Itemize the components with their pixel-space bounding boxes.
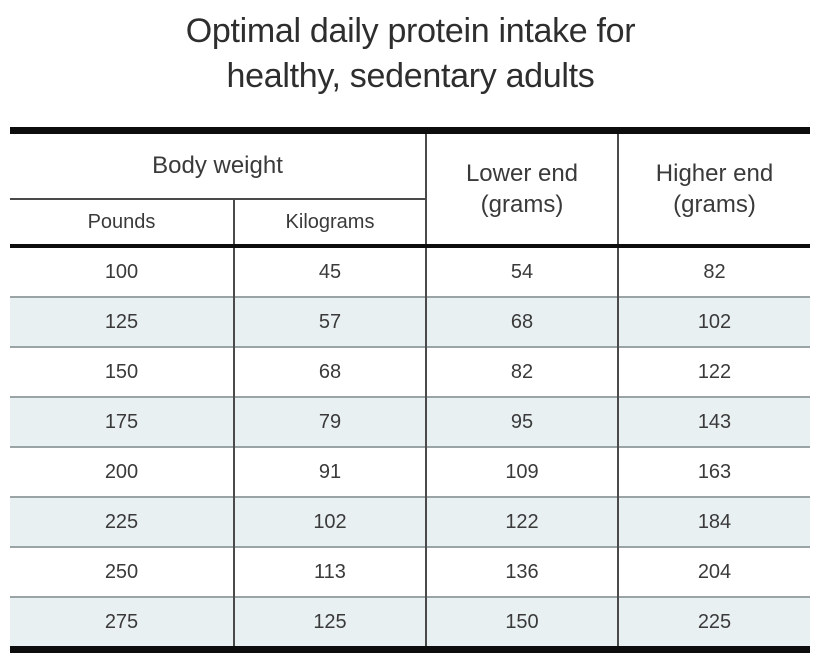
header-units-row: Pounds Kilograms <box>10 199 810 246</box>
cell-higher-end: 163 <box>617 446 810 497</box>
table-container: Body weight Lower end (grams) Higher end… <box>10 127 811 653</box>
cell-kilograms: 45 <box>233 246 426 297</box>
table-row: 125 57 68 102 <box>10 296 810 347</box>
table-row: 150 68 82 122 <box>10 346 810 397</box>
cell-pounds: 150 <box>10 346 234 397</box>
cell-pounds: 100 <box>104 260 139 283</box>
cell-higher-end: 204 <box>617 546 810 597</box>
cell-lower-end: 150 <box>425 596 618 650</box>
cell-higher-end: 184 <box>617 496 810 547</box>
cell-kilograms: 68 <box>233 346 426 397</box>
cell-kilograms: 57 <box>233 296 426 347</box>
cell-pounds: 225 <box>10 496 234 547</box>
cell-higher-end: 82 <box>617 246 810 297</box>
table-row: 225 102 122 184 <box>10 496 810 547</box>
header-group-row: Body weight Lower end (grams) Higher end… <box>10 130 810 246</box>
cell-kilograms: 125 <box>233 596 426 650</box>
cell-lower-end: 82 <box>425 346 618 397</box>
table-header: Body weight Lower end (grams) Higher end… <box>10 130 810 246</box>
cell-pounds: 275 <box>10 596 234 650</box>
cell-kilograms: 113 <box>233 546 426 597</box>
table-row: 200 91 109 163 <box>10 446 810 497</box>
cell-lower-end: 95 <box>425 396 618 447</box>
cell-lower-end: 68 <box>425 296 618 347</box>
header-kilograms: Kilograms <box>233 199 426 246</box>
cell-higher-end: 225 <box>617 596 810 650</box>
title-line-2: healthy, sedentary adults <box>226 57 595 95</box>
cell-lower-end: 109 <box>425 446 618 497</box>
header-lower-end: Lower end (grams) <box>425 130 618 246</box>
cell-lower-end: 122 <box>425 496 618 547</box>
table-row: 250 113 136 204 <box>10 546 810 597</box>
cell-lower-end: 54 <box>425 246 618 297</box>
cell-higher-end: 102 <box>617 296 810 347</box>
cell-pounds: 125 <box>10 296 234 347</box>
table-row: 100 45 54 82 <box>10 246 810 297</box>
cell-kilograms: 102 <box>233 496 426 547</box>
cell-pounds: 200 <box>10 446 234 497</box>
table-body: 100 45 54 82 125 57 68 102 150 68 82 122 <box>10 246 810 650</box>
cell-higher-end: 122 <box>617 346 810 397</box>
cell-higher-end: 143 <box>617 396 810 447</box>
table-row: 175 79 95 143 <box>10 396 810 447</box>
header-higher-end: Higher end (grams) <box>617 130 810 246</box>
page-title: Optimal daily protein intake for healthy… <box>0 9 821 99</box>
cell-pounds: 250 <box>10 546 234 597</box>
header-body-weight: Body weight <box>10 130 426 200</box>
table-row: 275 125 150 225 <box>10 596 810 650</box>
title-line-1: Optimal daily protein intake for <box>185 12 636 50</box>
header-pounds: Pounds <box>87 210 156 233</box>
cell-kilograms: 79 <box>233 396 426 447</box>
protein-intake-table: Body weight Lower end (grams) Higher end… <box>10 127 810 653</box>
cell-pounds: 175 <box>10 396 234 447</box>
cell-kilograms: 91 <box>233 446 426 497</box>
cell-lower-end: 136 <box>425 546 618 597</box>
